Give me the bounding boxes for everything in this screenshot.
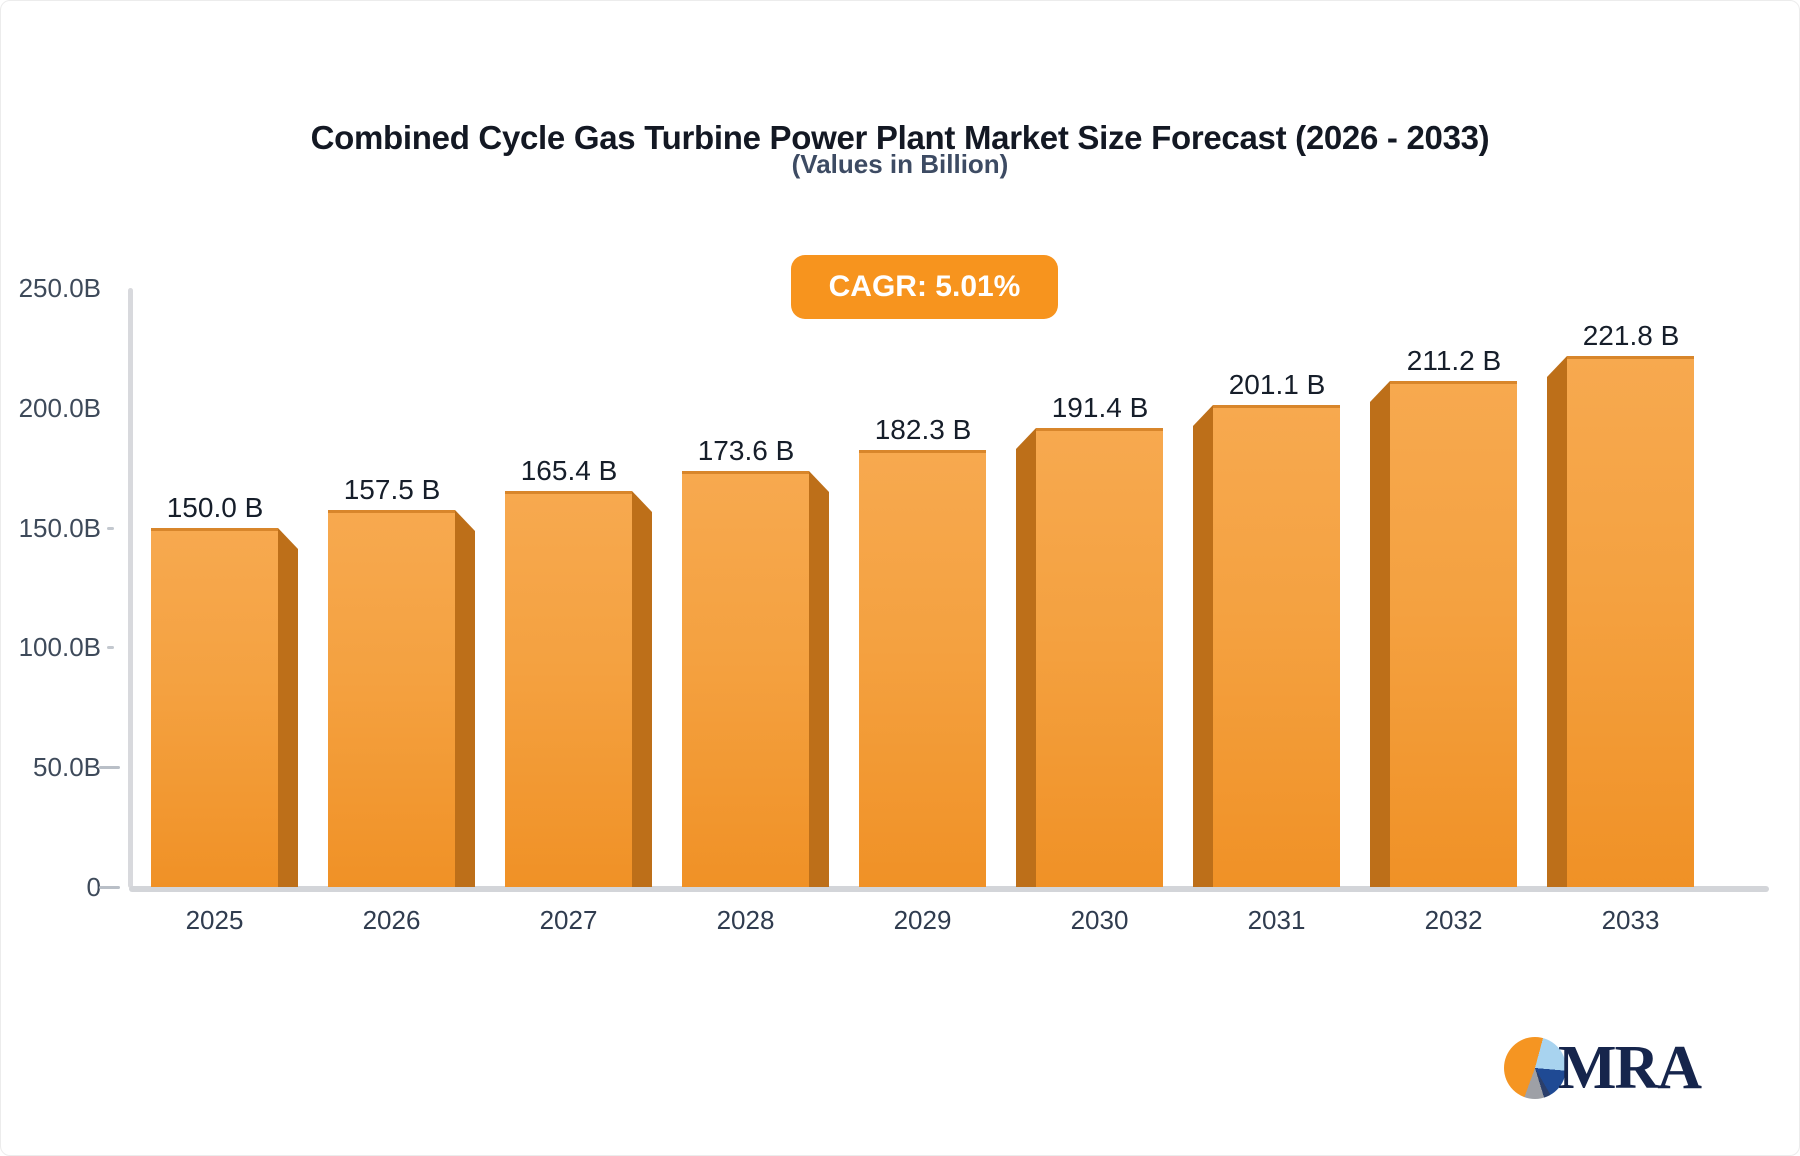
bar-3d-side-2033 — [1547, 356, 1567, 887]
chart-title: Combined Cycle Gas Turbine Power Plant M… — [310, 119, 1490, 157]
bar-value-label-2030: 191.4 B — [1051, 392, 1149, 423]
chart-subtitle: (Values in Billion) — [791, 149, 1009, 179]
y-axis-line — [128, 288, 133, 888]
y-tick-label: 0 — [86, 872, 101, 902]
y-tick-mark — [99, 886, 120, 889]
bar-value-label-2032: 211.2 B — [1406, 345, 1502, 376]
x-tick-label-2031: 2031 — [1247, 905, 1306, 935]
pie-chart-logo-icon — [1504, 1037, 1566, 1099]
bar-2026[interactable] — [328, 510, 455, 887]
bar-value-label-2031: 201.1 B — [1228, 369, 1326, 400]
bar-value-label-2027: 165.4 B — [520, 455, 618, 486]
y-tick-mark — [99, 766, 120, 770]
y-tick-mark — [107, 646, 114, 650]
y-tick-label: 100.0B — [18, 632, 101, 663]
bar-value-label-2028: 173.6 B — [697, 435, 795, 466]
bar-value-label-2029: 182.3 B — [874, 414, 972, 445]
x-tick-label-2027: 2027 — [539, 905, 598, 935]
x-tick-label-2029: 2029 — [893, 905, 952, 935]
bar-2030[interactable] — [1036, 428, 1163, 887]
bar-2025[interactable] — [151, 528, 278, 887]
y-tick-label: 50.0B — [33, 752, 101, 783]
bar-3d-side-2030 — [1016, 428, 1036, 887]
bar-3d-side-2025 — [278, 528, 298, 887]
bar-2027[interactable] — [505, 491, 632, 887]
bar-value-label-2026: 157.5 B — [343, 474, 441, 505]
bar-value-label-2033: 221.8 B — [1582, 320, 1680, 351]
cagr-badge: CAGR: 5.01% — [791, 255, 1058, 319]
brand-logo: MRA — [1504, 1034, 1702, 1102]
bar-2032[interactable] — [1390, 381, 1517, 887]
y-tick-label: 150.0B — [18, 512, 101, 543]
y-tick-label: 200.0B — [18, 392, 101, 423]
x-tick-label-2033: 2033 — [1601, 905, 1660, 935]
bar-3d-side-2032 — [1370, 381, 1390, 887]
x-tick-label-2030: 2030 — [1070, 905, 1129, 935]
x-tick-label-2032: 2032 — [1424, 905, 1483, 935]
x-tick-label-2028: 2028 — [716, 905, 775, 935]
x-axis-baseline — [129, 886, 1769, 892]
bar-2031[interactable] — [1213, 405, 1340, 887]
bar-2028[interactable] — [682, 471, 809, 887]
bar-2029[interactable] — [859, 450, 986, 887]
bar-value-label-2025: 150.0 B — [166, 492, 264, 523]
x-tick-label-2026: 2026 — [362, 905, 421, 935]
y-tick-mark — [107, 526, 114, 530]
bar-3d-side-2026 — [455, 510, 475, 887]
x-tick-label-2025: 2025 — [185, 905, 244, 935]
bar-2033[interactable] — [1567, 356, 1694, 887]
brand-logo-text: MRA — [1558, 1034, 1702, 1102]
y-tick-label: 250.0B — [18, 273, 101, 303]
bar-3d-side-2031 — [1193, 405, 1213, 887]
bar-3d-side-2027 — [632, 491, 652, 887]
bar-3d-side-2028 — [809, 471, 829, 887]
